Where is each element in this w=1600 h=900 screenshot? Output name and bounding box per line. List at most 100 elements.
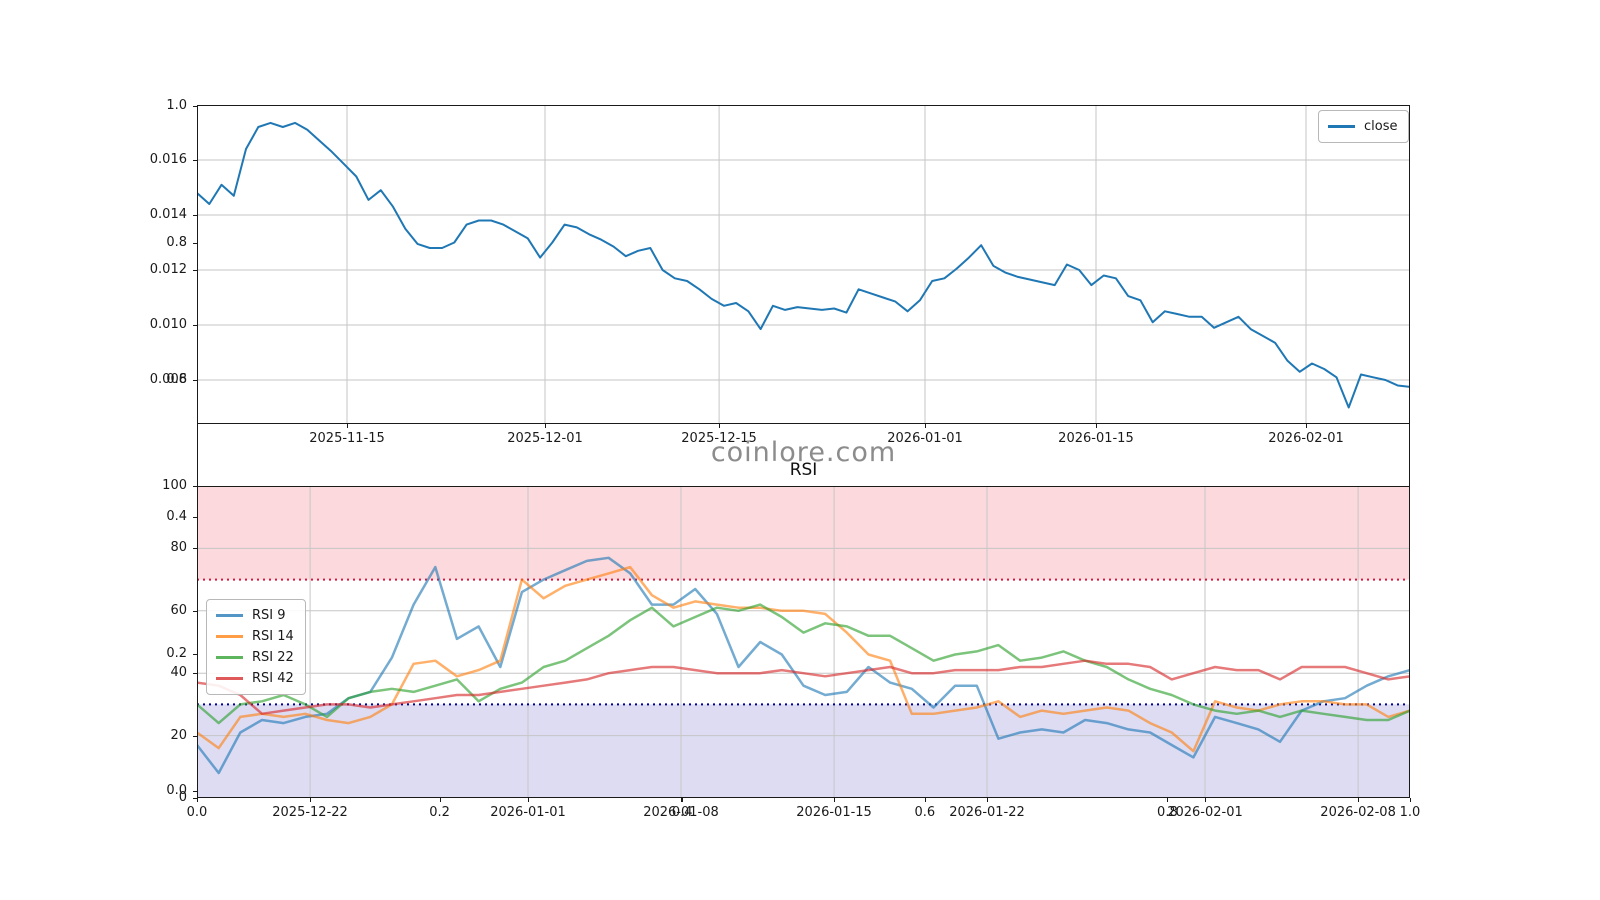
overlay-y-tick-mark [193, 243, 197, 244]
legend-entry-rsi-22: RSI 22 [216, 647, 294, 668]
rsi-x-tick-mark [834, 798, 836, 802]
legend-label-rsi-42: RSI 42 [252, 671, 294, 686]
rsi-x-tick-mark [987, 798, 989, 802]
watermark: coinlore.com [710, 437, 897, 468]
price-y-tick-label: 0.012 [149, 262, 187, 277]
rsi-y-tick-label: 100 [162, 478, 187, 493]
legend-label-rsi-22: RSI 22 [252, 650, 294, 665]
rsi-y-tick-mark [193, 735, 197, 737]
price-x-tick-mark [925, 424, 927, 428]
rsi-y-tick-label: 40 [170, 665, 187, 681]
rsi-42-line-swatch [216, 677, 243, 680]
price-y-tick-label: 0.008 [149, 372, 187, 387]
rsi-panel-title: RSI [789, 460, 818, 480]
price-x-tick-mark [719, 424, 721, 428]
overlay-right-spine [1409, 424, 1410, 486]
rsi-x-tick-mark [1205, 798, 1206, 802]
rsi-y-tick-mark [193, 548, 197, 550]
price-x-tick-label: 2025-11-15 [309, 431, 385, 446]
rsi-22-line [197, 603, 1410, 725]
rsi-legend: RSI 9 RSI 14 RSI 22 RSI 42 [206, 599, 306, 695]
rsi-y-tick-label: 20 [170, 727, 187, 743]
price-x-tick-label: 2025-12-01 [507, 431, 583, 446]
rsi-x-tick-label: 2026-01-15 [796, 805, 872, 820]
rsi-x-tick-label: 2026-01-08 [643, 805, 719, 820]
price-x-tick-mark [347, 424, 349, 428]
price-x-tick-label: 2025-12-15 [681, 431, 757, 446]
oversold-band [197, 704, 1410, 798]
price-legend: close [1318, 110, 1410, 143]
price-y-tick-label: 0.010 [149, 317, 187, 332]
overlay-x-tick-label: 0.4 [671, 805, 693, 820]
overlay-x-tick-mark [924, 798, 926, 802]
rsi-14-line-swatch [216, 635, 243, 638]
legend-entry-rsi-42: RSI 42 [216, 668, 294, 689]
price-y-tick-mark [193, 215, 197, 216]
legend-entry-rsi-14: RSI 14 [216, 626, 294, 647]
overlay-y-tick-label: 0.2 [166, 646, 187, 661]
rsi-x-tick-mark [528, 798, 530, 802]
price-x-tick-label: 2026-02-01 [1268, 431, 1344, 446]
overlay-y-tick-label: 0.6 [166, 372, 187, 387]
legend-label-rsi-9: RSI 9 [252, 608, 286, 623]
overlay-x-tick-mark [1410, 798, 1411, 802]
price-x-tick-label: 2026-01-15 [1058, 431, 1134, 446]
rsi-22-line-swatch [216, 656, 243, 659]
rsi-y-tick-label: 80 [170, 540, 187, 556]
rsi-y-tick-mark [193, 486, 197, 487]
rsi-x-tick-label: 2026-02-08 [1320, 805, 1396, 820]
overlay-y-tick-label: 0.4 [166, 509, 187, 524]
close-line-swatch [1328, 125, 1355, 128]
overlay-y-tick-mark [193, 791, 197, 792]
overlay-x-tick-label: 0.2 [429, 805, 450, 820]
overlay-left-spine [197, 424, 198, 486]
rsi-x-tick-label: 2025-12-22 [272, 805, 348, 820]
overlay-x-tick-label: 0.6 [914, 805, 936, 820]
rsi-y-tick-mark [193, 610, 197, 612]
overlay-x-tick-mark [439, 798, 441, 802]
price-x-tick-mark [1306, 424, 1308, 428]
price-y-tick-mark [193, 160, 197, 161]
rsi-x-tick-mark [310, 798, 312, 802]
rsi-x-tick-label: 2026-02-01 [1167, 805, 1243, 820]
close-line [197, 121, 1410, 409]
overlay-y-tick-label: 0.0 [166, 783, 187, 798]
overlay-y-tick-label: 1.0 [166, 98, 187, 113]
rsi-x-tick-label: 2026-01-01 [490, 805, 566, 820]
legend-label-close: close [1364, 119, 1398, 134]
rsi-9-line [197, 556, 1410, 775]
price-y-tick-mark [193, 270, 197, 271]
legend-entry-rsi-9: RSI 9 [216, 605, 294, 626]
rsi-y-tick-mark [193, 673, 197, 675]
price-x-tick-mark [545, 424, 546, 428]
overlay-x-tick-label: 1.0 [1399, 805, 1421, 820]
price-x-tick-label: 2026-01-01 [887, 431, 963, 446]
overlay-x-tick-mark [682, 798, 684, 802]
rsi-y-tick-mark [193, 798, 197, 799]
overlay-x-tick-mark [197, 798, 198, 802]
overlay-y-tick-mark [193, 517, 197, 518]
overlay-x-tick-mark [1167, 798, 1169, 802]
rsi-x-tick-label: 2026-01-22 [949, 805, 1025, 820]
legend-label-rsi-14: RSI 14 [252, 629, 294, 644]
price-x-tick-mark [1095, 424, 1097, 428]
price-y-tick-mark [193, 325, 197, 326]
overlay-y-tick-label: 0.8 [166, 235, 187, 250]
overlay-y-tick-mark [193, 654, 197, 655]
rsi-y-tick-label: 60 [170, 602, 187, 618]
price-y-tick-label: 0.014 [149, 207, 187, 222]
overlay-x-tick-label: 0.0 [186, 805, 208, 820]
rsi-x-tick-mark [1358, 798, 1360, 802]
rsi-x-tick-mark [680, 798, 682, 802]
overlay-x-tick-label: 0.8 [1157, 805, 1178, 820]
overlay-y-tick-mark [193, 106, 197, 107]
legend-entry-close: close [1328, 116, 1397, 137]
rsi-chart-svg [197, 486, 1410, 798]
price-chart-svg [197, 105, 1410, 424]
overbought-band [197, 486, 1410, 580]
rsi-y-tick-label: 0 [178, 790, 187, 805]
rsi-42-line [197, 659, 1410, 716]
overlay-y-tick-mark [193, 380, 197, 381]
rsi-9-line-swatch [216, 614, 243, 617]
